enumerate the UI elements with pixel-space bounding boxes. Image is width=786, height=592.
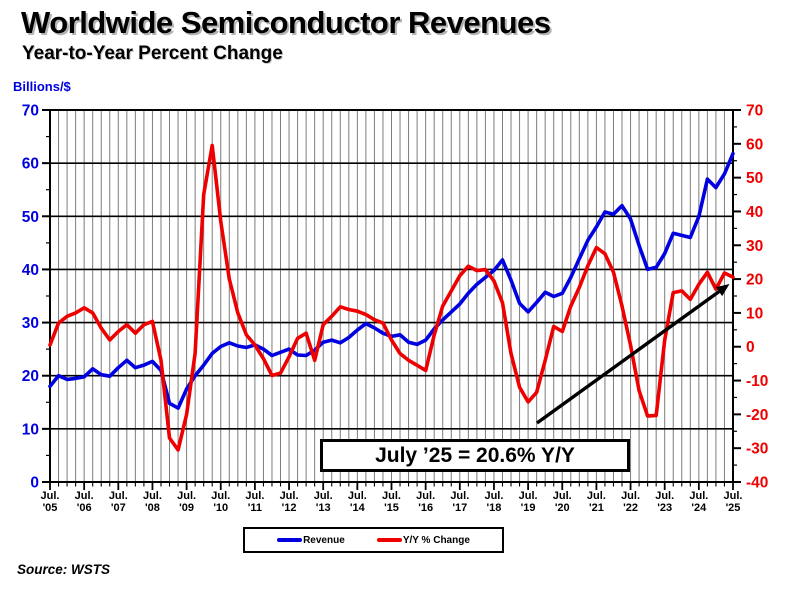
page-subtitle: Year-to-Year Percent Change (22, 43, 283, 64)
legend-line-swatch (376, 538, 402, 542)
x-axis-month-label: Jul. (143, 490, 162, 502)
right-axis-tick-label: -40 (746, 475, 768, 492)
x-axis-month-label: Jul. (348, 490, 367, 502)
left-axis-tick-label: 50 (22, 209, 39, 226)
x-axis-month-label: Jul. (689, 490, 708, 502)
x-axis-year-label: '07 (111, 502, 126, 514)
x-axis-month-label: Jul. (382, 490, 401, 502)
right-axis-tick-label: 10 (746, 305, 763, 322)
x-axis-year-label: '12 (282, 502, 297, 514)
x-axis-month-label: Jul. (553, 490, 572, 502)
annotation-text: July ’25 = 20.6% Y/Y (375, 444, 575, 467)
x-axis-year-label: '13 (316, 502, 331, 514)
x-axis-year-label: '06 (77, 502, 92, 514)
x-axis-year-label: '18 (487, 502, 502, 514)
x-axis-year-label: '23 (657, 502, 672, 514)
left-axis-unit-label: Billions/$ (13, 79, 71, 94)
right-axis-tick-label: 60 (746, 136, 763, 153)
left-axis-tick-label: 40 (22, 262, 39, 279)
x-axis-month-label: Jul. (621, 490, 640, 502)
right-axis-tick-label: -30 (746, 441, 768, 458)
trend-arrow-head (715, 284, 730, 297)
legend-box: Revenue Y/Y % Change (243, 527, 504, 553)
x-axis-month-label: Jul. (450, 490, 469, 502)
x-axis-month-label: Jul. (41, 490, 60, 502)
x-axis-month-label: Jul. (280, 490, 299, 502)
x-axis-month-label: Jul. (245, 490, 264, 502)
x-axis-year-label: '14 (350, 502, 366, 514)
right-axis-tick-label: 50 (746, 170, 763, 187)
left-axis-tick-label: 10 (22, 421, 39, 438)
x-axis-month-label: Jul. (587, 490, 606, 502)
x-axis-year-label: '22 (623, 502, 638, 514)
legend-item-revenue: Revenue (277, 535, 345, 546)
left-axis-tick-label: 0 (30, 475, 39, 492)
x-axis-year-label: '09 (179, 502, 194, 514)
legend-label: Y/Y % Change (402, 534, 470, 546)
x-axis-month-label: Jul. (211, 490, 230, 502)
x-axis-year-label: '11 (248, 502, 262, 514)
right-axis-tick-label: 40 (746, 204, 763, 221)
page-title: Worldwide Semiconductor Revenues (21, 5, 551, 40)
right-axis-tick-label: 30 (746, 238, 763, 255)
x-axis-year-label: '16 (418, 502, 433, 514)
annotation-box: July ’25 = 20.6% Y/Y (320, 439, 630, 472)
right-axis-tick-label: 0 (746, 339, 755, 356)
right-axis-tick-label: -20 (746, 407, 768, 424)
x-axis-year-label: '21 (589, 502, 604, 514)
left-axis-tick-label: 60 (22, 156, 39, 173)
left-axis-tick-label: 20 (22, 368, 39, 385)
x-axis-month-label: Jul. (519, 490, 538, 502)
x-axis-year-label: '25 (726, 502, 741, 514)
x-axis-month-label: Jul. (109, 490, 128, 502)
yoy-change-line (48, 143, 735, 452)
left-axis-tick-label: 70 (22, 103, 39, 120)
right-axis-tick-label: 70 (746, 103, 763, 120)
x-axis-month-label: Jul. (416, 490, 435, 502)
x-axis-year-label: '15 (384, 502, 399, 514)
x-axis-month-label: Jul. (314, 490, 333, 502)
x-axis-year-label: '10 (213, 502, 228, 514)
legend-item-yoy: Y/Y % Change (376, 534, 470, 546)
right-axis-tick-label: 20 (746, 272, 763, 289)
x-axis-year-label: '17 (452, 502, 467, 514)
x-axis-month-label: Jul. (75, 490, 94, 502)
x-axis-year-label: '19 (521, 502, 536, 514)
x-axis-year-label: '08 (145, 502, 160, 514)
x-axis-month-label: Jul. (724, 490, 743, 502)
x-axis-year-label: '20 (555, 502, 570, 514)
x-axis-year-label: '05 (43, 502, 58, 514)
source-note: Source: WSTS (17, 562, 111, 577)
x-axis-year-label: '24 (691, 502, 707, 514)
trend-arrow-shaft (536, 290, 720, 425)
x-axis-month-label: Jul. (177, 490, 196, 502)
right-axis-tick-label: -10 (746, 373, 768, 390)
legend-label: Revenue (303, 534, 345, 546)
legend-line-swatch (277, 538, 303, 542)
left-axis-tick-label: 30 (22, 315, 39, 332)
x-axis-month-label: Jul. (655, 490, 674, 502)
x-axis-month-label: Jul. (484, 490, 503, 502)
